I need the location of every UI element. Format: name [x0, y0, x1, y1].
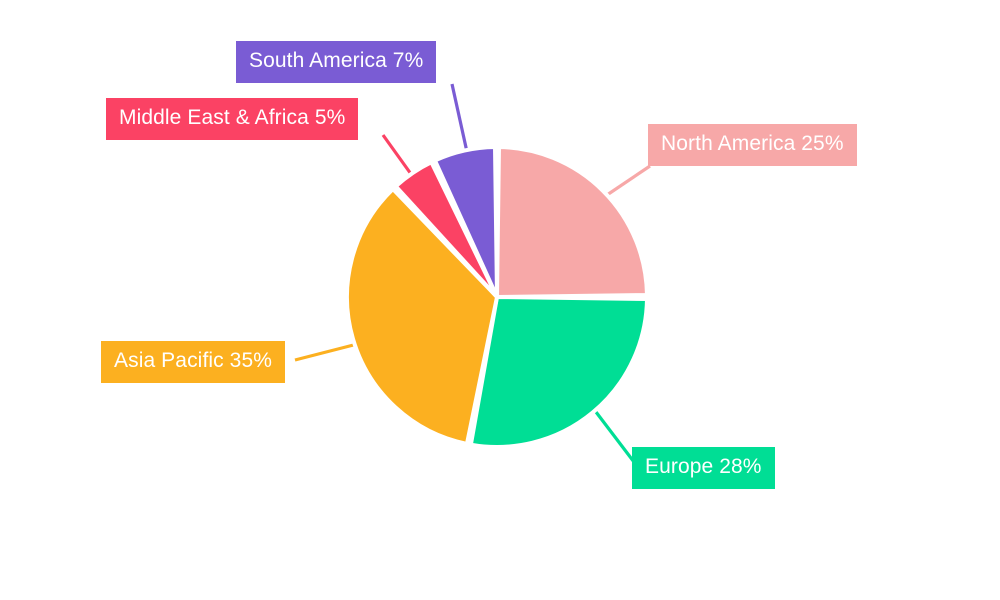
pie-slice-north-america[interactable]	[495, 145, 649, 299]
pie-label-europe[interactable]: Europe 28%	[632, 447, 775, 489]
leader-line-south-america	[450, 83, 469, 153]
leader-line-north-america	[603, 164, 651, 199]
pie-label-middle-east-africa[interactable]: Middle East & Africa 5%	[106, 98, 359, 140]
pie-slice-south-america[interactable]	[432, 145, 499, 299]
pie-slice-middle-east-africa[interactable]	[393, 160, 499, 299]
pie-label-south-america[interactable]: South America 7%	[236, 41, 437, 83]
pie-slice-europe[interactable]	[468, 295, 649, 449]
pie-slice-group	[345, 145, 649, 449]
pie-label-north-america[interactable]: North America 25%	[648, 124, 857, 166]
pie-label-asia-pacific[interactable]: Asia Pacific 35%	[101, 341, 286, 383]
leader-line-europe	[594, 411, 636, 463]
pie-slice-asia-pacific[interactable]	[345, 187, 499, 446]
